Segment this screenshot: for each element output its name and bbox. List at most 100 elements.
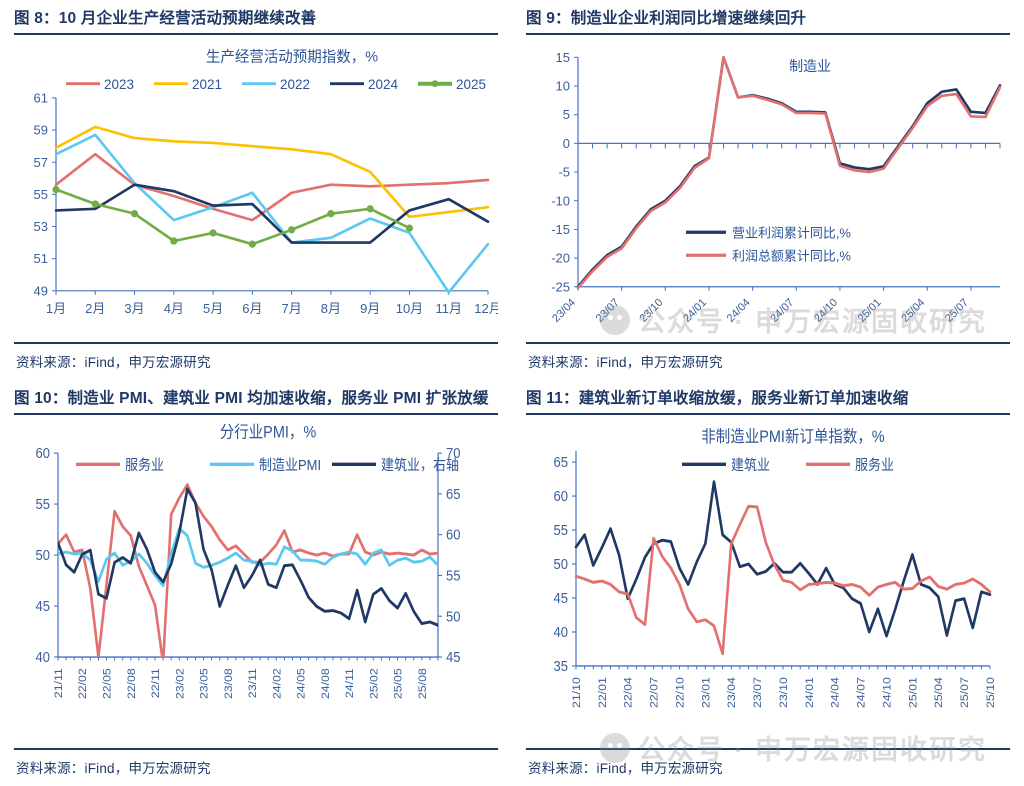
figure-10-title: 图 10：制造业 PMI、建筑业 PMI 均加速收缩，服务业 PMI 扩张放缓 xyxy=(14,390,489,407)
x-tick-label: 23/01 xyxy=(700,678,712,709)
figure-10-footer-rule xyxy=(14,748,498,750)
series-line xyxy=(58,487,438,628)
figure-8-title: 图 8：10 月企业生产经营活动预期继续改善 xyxy=(14,10,317,27)
legend-item[interactable]: 营业利润累计同比,% xyxy=(686,226,851,241)
legend-item[interactable]: 建筑业，右轴 xyxy=(332,458,459,474)
figure-panel-10: 图 10：制造业 PMI、建筑业 PMI 均加速收缩，服务业 PMI 扩张放缓 … xyxy=(0,380,512,786)
figure-8-title-rule xyxy=(14,33,498,36)
y-tick-label: 65 xyxy=(554,455,569,471)
x-tick-label: 25/07 xyxy=(959,678,971,709)
x-tick-label: 23/02 xyxy=(174,669,186,700)
y-tick-label: 55 xyxy=(36,497,51,513)
figure-10-subtitle: 分行业PMI，% xyxy=(220,423,317,442)
x-tick-label: 11月 xyxy=(435,302,461,317)
figure-9-source: 资料来源：iFind，申万宏源研究 xyxy=(528,355,723,370)
x-tick-label: 24/10 xyxy=(881,677,893,708)
series-line xyxy=(576,56,1002,290)
figure-8-source: 资料来源：iFind，申万宏源研究 xyxy=(16,355,211,370)
x-tick-label: 25/08 xyxy=(416,669,428,700)
x-tick-label: 22/01 xyxy=(596,678,608,709)
figure-10-title-rule xyxy=(14,413,498,416)
x-tick-label: 8月 xyxy=(321,302,341,317)
y-tick-label: 55 xyxy=(34,187,48,202)
x-tick-label: 22/02 xyxy=(77,669,89,700)
x-tick-label: 22/05 xyxy=(101,669,113,700)
y-tick-label: 40 xyxy=(36,650,51,666)
y-tick-label: 45 xyxy=(554,591,569,607)
x-tick-label: 23/08 xyxy=(222,669,234,700)
legend-item[interactable]: 制造业PMI xyxy=(210,458,321,474)
figure-panel-8: 图 8：10 月企业生产经营活动预期继续改善 生产经营活动预期指数，% 2023 2… xyxy=(0,0,512,380)
figure-10-plot: 分行业PMI，% 服务业 制造业PMI 建筑业，右轴 40 45 50 55 60 45 50 55 6… xyxy=(14,415,498,746)
y-tick-label: 61 xyxy=(34,91,48,106)
legend-item[interactable]: 2025 xyxy=(418,77,486,92)
x-tick-label: 12月 xyxy=(474,302,498,317)
legend-item[interactable]: 建筑业 xyxy=(682,458,770,474)
x-tick-label: 25/04 xyxy=(899,297,927,325)
y-tick-label: 60 xyxy=(554,489,569,505)
series-line-2025 xyxy=(54,188,411,246)
x-tick-label: 23/10 xyxy=(638,297,666,325)
legend-label: 2022 xyxy=(280,77,310,92)
x-tick-label: 7月 xyxy=(282,302,302,317)
figure-11-source: 资料来源：iFind，申万宏源研究 xyxy=(528,761,723,776)
x-tick-label: 25/01 xyxy=(856,297,884,325)
legend-marker xyxy=(431,80,439,88)
legend-label: 制造业PMI xyxy=(259,458,321,474)
x-tick-label: 25/04 xyxy=(933,677,945,708)
figure-11-footer-rule xyxy=(526,748,1010,750)
y2-tick-label: 55 xyxy=(446,568,461,584)
legend-item[interactable]: 服务业 xyxy=(76,458,164,474)
x-tick-label: 9月 xyxy=(360,302,380,317)
x-tick-label: 24/01 xyxy=(803,678,815,709)
x-tick-label: 24/08 xyxy=(319,669,331,700)
x-tick-label: 23/11 xyxy=(247,669,259,699)
data-point xyxy=(327,210,335,218)
x-tick-label: 23/10 xyxy=(778,677,790,708)
x-tick-label: 22/07 xyxy=(648,678,660,709)
series-line xyxy=(58,483,438,658)
data-point xyxy=(52,186,60,194)
legend-label: 服务业 xyxy=(855,458,894,474)
x-tick-label: 21/11 xyxy=(53,669,65,699)
series-line-2021 xyxy=(54,126,490,219)
data-point xyxy=(130,210,139,218)
y-tick-label: -10 xyxy=(551,194,570,209)
figure-11-plot: 非制造业PMI新订单指数，% 建筑业 服务业 35 40 45 50 55 60 65 21/10 2… xyxy=(526,415,1010,746)
legend-item[interactable]: 2021 xyxy=(154,77,222,92)
x-tick-label: 25/05 xyxy=(392,669,404,700)
figure-panel-9: 图 9：制造业企业利润同比增速继续回升 -25 -20 -15 -10 -5 0 5 10 15… xyxy=(512,0,1024,380)
legend-item[interactable]: 利润总额累计同比,% xyxy=(686,249,851,264)
figure-10-source: 资料来源：iFind，申万宏源研究 xyxy=(16,761,211,776)
legend-item[interactable]: 2024 xyxy=(330,77,398,92)
figure-11-chart: 非制造业PMI新订单指数，% 建筑业 服务业 35 40 45 50 55 60 65 21/10 2… xyxy=(554,428,997,709)
x-tick-label: 23/05 xyxy=(198,669,210,700)
y-tick-label: -20 xyxy=(551,251,570,266)
x-tick-label: 24/05 xyxy=(295,669,307,700)
y-tick-label: 50 xyxy=(554,557,569,573)
x-tick-label: 1月 xyxy=(46,302,66,317)
x-tick-label: 24/11 xyxy=(344,669,356,699)
legend-item[interactable]: 2023 xyxy=(66,77,134,92)
figure-10-chart: 分行业PMI，% 服务业 制造业PMI 建筑业，右轴 40 45 50 55 60 45 50 55 6… xyxy=(36,423,461,700)
y-tick-label: 40 xyxy=(554,625,569,641)
y-tick-label: -15 xyxy=(551,222,570,237)
legend-item[interactable]: 2022 xyxy=(242,77,310,92)
series-line xyxy=(58,527,438,588)
x-tick-label: 3月 xyxy=(124,302,144,317)
figure-9-chart: -25 -20 -15 -10 -5 0 5 10 15 23/04 23/07 23/10 24/01… xyxy=(550,50,1002,325)
x-tick-label: 4月 xyxy=(164,302,184,317)
y-tick-label: -5 xyxy=(558,165,570,180)
data-point xyxy=(366,205,374,213)
y-tick-label: 51 xyxy=(34,252,48,267)
data-point xyxy=(91,200,99,209)
y-tick-label: 10 xyxy=(556,79,570,94)
x-tick-label: 24/02 xyxy=(271,669,283,700)
legend-label: 建筑业，右轴 xyxy=(381,458,459,474)
y2-tick-label: 60 xyxy=(446,528,461,544)
legend-item[interactable]: 服务业 xyxy=(806,458,894,474)
figure-9-annotation: 制造业 xyxy=(789,58,831,74)
series-line-2022 xyxy=(54,134,490,295)
figure-panel-11: 图 11：建筑业新订单收缩放缓，服务业新订单加速收缩 非制造业PMI新订单指数，… xyxy=(512,380,1024,786)
y-tick-label: 0 xyxy=(563,136,570,151)
